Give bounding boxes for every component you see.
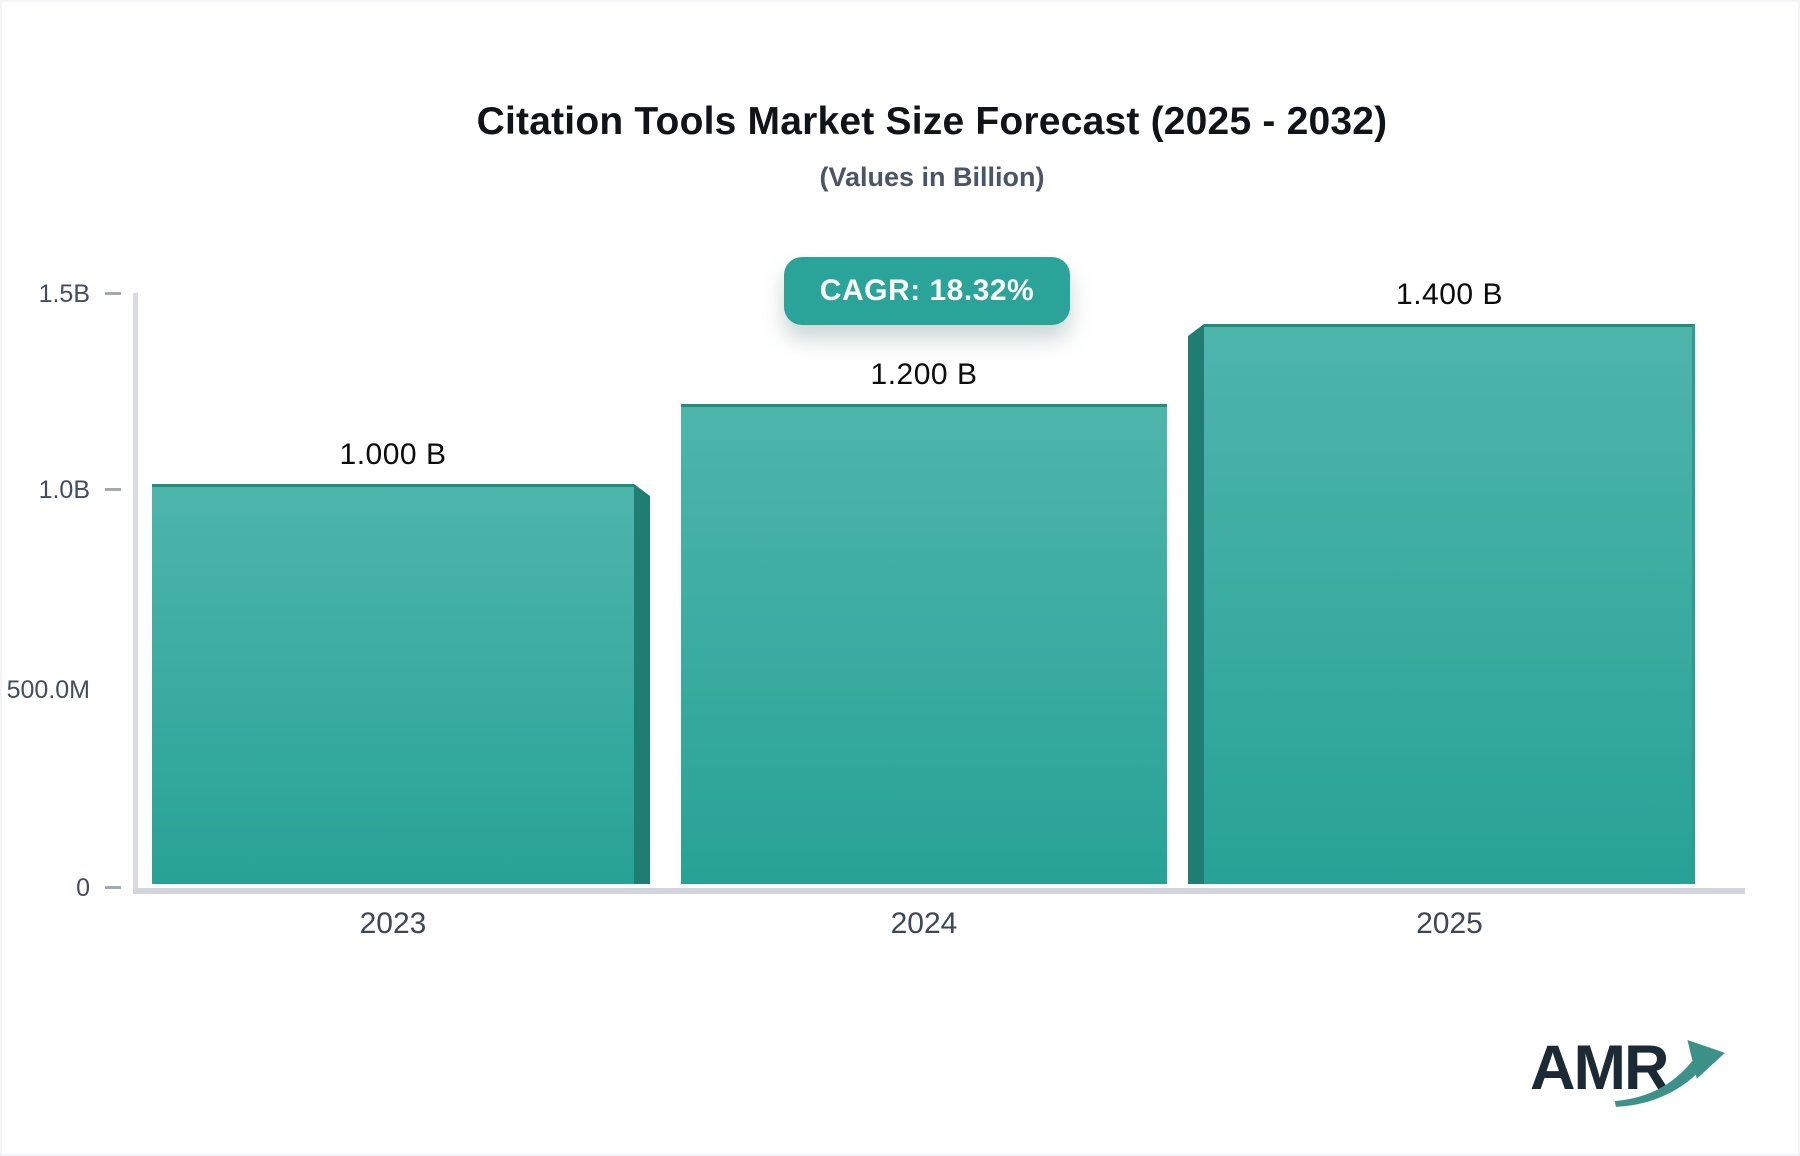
y-tick-dash	[105, 292, 121, 295]
bar-value-label: 1.000 B	[339, 438, 447, 471]
y-axis-line	[133, 293, 138, 894]
bar-side-panel	[634, 484, 650, 884]
bar-face	[1204, 324, 1695, 884]
y-tick-dash	[105, 488, 121, 491]
chart-title: Citation Tools Market Size Forecast (202…	[476, 100, 1388, 143]
x-tick-label: 2023	[359, 907, 427, 940]
bar-value-label: 1.200 B	[870, 358, 978, 391]
bar-2023: 1.000 B	[152, 438, 634, 884]
y-tick-label: 0	[76, 874, 90, 902]
x-tick-label: 2024	[890, 907, 958, 940]
bar-side-panel	[1188, 324, 1204, 884]
bar-2024: 1.200 B	[681, 358, 1167, 884]
bar-face	[681, 404, 1167, 884]
bar-face	[152, 484, 634, 884]
y-tick-label: 1.5B	[38, 280, 90, 308]
amr-logo: AMR	[1530, 1032, 1730, 1112]
cagr-badge: CAGR: 18.32%	[784, 257, 1070, 325]
y-tick-dash	[105, 886, 121, 889]
amr-logo-text: AMR	[1530, 1033, 1669, 1103]
bar-2025: 1.400 B	[1204, 278, 1695, 884]
y-tick-label: 500.0M	[6, 676, 90, 704]
y-tick-label: 1.0B	[38, 476, 90, 504]
x-axis-line	[133, 888, 1745, 894]
chart-subtitle: (Values in Billion)	[819, 162, 1045, 192]
x-tick-label: 2025	[1416, 907, 1483, 940]
bar-value-label: 1.400 B	[1396, 278, 1503, 311]
growth-arrow-icon	[1614, 1040, 1725, 1107]
